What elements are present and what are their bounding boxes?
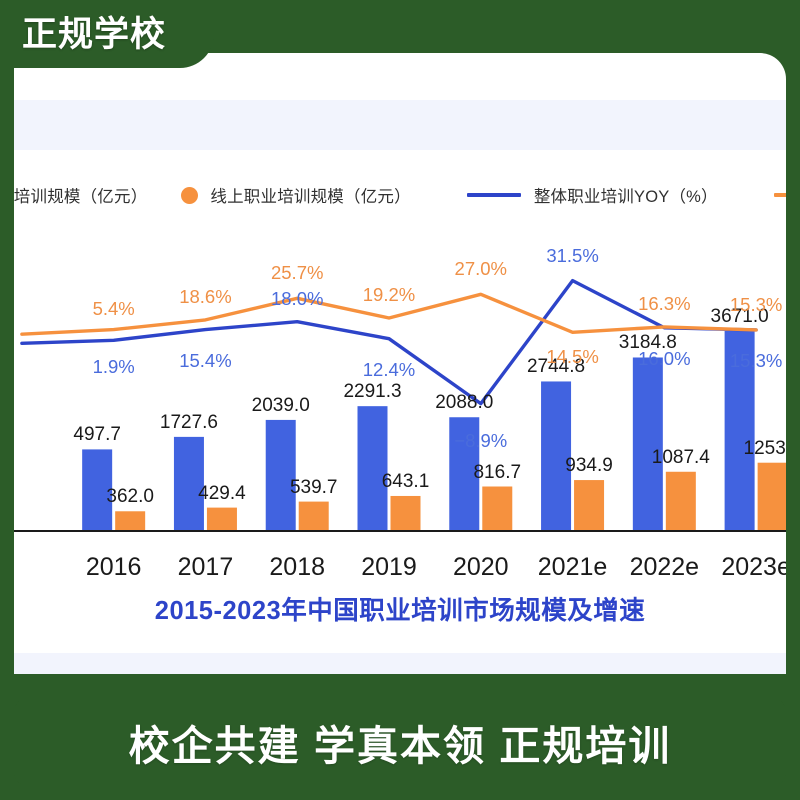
x-tick-2022e: 2022e	[629, 553, 700, 581]
line-label-online-2016: 5.4%	[92, 297, 135, 319]
line-label-online-2021e: 14.5%	[546, 346, 599, 368]
bar-label-online-2022e: 1087.4	[651, 446, 710, 468]
bar-overall-2017	[173, 436, 204, 531]
legend-dot-orange-icon	[181, 186, 199, 204]
legend-item-overall-yoy[interactable]: 整体职业培训YOY（%）	[466, 183, 718, 207]
line-label-overall-2022e: 16.0%	[638, 347, 691, 369]
decor-band-top	[14, 100, 786, 150]
bar-overall-2016	[82, 449, 113, 531]
x-tick-2016: 2016	[85, 553, 142, 581]
bar-label-overall-2021e: 2744.8	[526, 356, 586, 378]
bar-online-2022e	[665, 471, 696, 531]
bar-label-online-2018: 539.7	[289, 476, 338, 498]
line-label-overall-2021e: 31.5%	[546, 244, 599, 266]
line-online-yoy	[20, 292, 758, 336]
bar-label-overall-2019: 2291.3	[343, 381, 402, 403]
legend-item-online-scale[interactable]: 线上职业培训规模（亿元）	[181, 183, 411, 207]
line-label-overall-2017: 15.4%	[179, 349, 232, 371]
line-label-online-2019: 19.2%	[362, 284, 416, 306]
line-label-overall-2019: 12.4%	[362, 358, 416, 380]
bar-label-overall-2018: 2039.0	[251, 394, 310, 416]
chart-title: 2015-2023年中国职业培训市场规模及增速	[154, 597, 646, 625]
x-tick-2021e: 2021e	[537, 553, 608, 581]
chart-plot-area: 497.7 362.0 1727.6 429.4 2039.0 539.7 2291.3 64…	[14, 213, 786, 573]
bar-label-overall-2016: 497.7	[73, 424, 121, 446]
bar-online-2019	[390, 495, 421, 531]
line-label-online-2023e: 15.3%	[729, 293, 783, 315]
line-label-overall-2020: −8.9%	[454, 429, 508, 451]
bar-label-online-2016: 362.0	[106, 486, 154, 508]
legend-label-overall-scale: 整体职业培训规模（亿元）	[14, 188, 148, 206]
legend-label-overall-yoy: 整体职业培训YOY（%）	[533, 188, 718, 206]
chart-figure: 整体职业培训规模（亿元） 线上职业培训规模（亿元） 整体职业培训YOY（%） 线…	[14, 53, 786, 674]
bar-label-online-2021e: 934.9	[565, 455, 613, 477]
legend-item-overall-scale[interactable]: 整体职业培训规模（亿元）	[14, 183, 147, 207]
bar-overall-2021e	[541, 381, 572, 531]
bar-overall-2023e	[724, 331, 755, 531]
bar-label-overall-2022e: 3184.8	[618, 332, 677, 354]
bar-online-2016	[115, 511, 146, 531]
line-label-online-2017: 18.6%	[179, 285, 232, 307]
x-tick-2020: 2020	[452, 553, 509, 581]
line-label-online-2022e: 16.3%	[638, 292, 691, 314]
bar-online-2020	[482, 486, 513, 531]
bar-online-2018	[298, 501, 329, 531]
line-label-overall-2016: 1.9%	[92, 356, 135, 378]
line-label-online-2020: 27.0%	[454, 258, 507, 280]
chart-legend: 整体职业培训规模（亿元） 线上职业培训规模（亿元） 整体职业培训YOY（%） 线…	[14, 180, 786, 210]
line-label-overall-2023e: 15.3%	[729, 349, 783, 371]
brand-ribbon-label: 正规学校	[22, 14, 167, 54]
bar-online-2017	[206, 507, 237, 531]
line-label-online-2018: 25.7%	[270, 262, 324, 284]
bottom-slogan-text: 校企共建 学真本领 正规培训	[128, 723, 672, 769]
chart-svg	[14, 278, 786, 532]
bar-overall-2019	[357, 406, 388, 531]
line-label-overall-2018: 18.0%	[270, 287, 324, 309]
legend-line-orange-icon	[773, 193, 786, 197]
bar-online-2021e	[574, 480, 605, 531]
bar-overall-2022e	[632, 357, 663, 531]
legend-label-online-scale: 线上职业培训规模（亿元）	[210, 188, 411, 206]
x-tick-2017: 2017	[177, 553, 234, 581]
bottom-slogan-banner: 校企共建 学真本领 正规培训	[14, 698, 786, 786]
chart-x-axis: 2016 2017 2018 2019 2020 2021e 2022e 2023e	[14, 553, 786, 593]
line-overall-yoy	[20, 278, 758, 406]
bar-label-overall-2020: 2088.0	[435, 392, 494, 414]
decor-band-bottom	[14, 653, 786, 674]
x-tick-2019: 2019	[361, 553, 417, 581]
bar-label-online-2017: 429.4	[198, 482, 246, 504]
bar-label-online-2023e: 1253.6	[743, 437, 786, 459]
x-tick-2018: 2018	[269, 553, 326, 581]
legend-item-online-yoy[interactable]: 线上职业培训YOY（%）	[773, 183, 786, 207]
bar-overall-2020	[449, 417, 480, 531]
legend-line-blue-icon	[466, 193, 521, 197]
x-tick-2023e: 2023e	[721, 553, 786, 581]
bar-online-2023e	[757, 462, 786, 531]
brand-ribbon: 正规学校	[0, 0, 214, 68]
bar-overall-2018	[265, 419, 296, 531]
bar-label-online-2019: 643.1	[381, 470, 430, 492]
bar-label-overall-2017: 1727.6	[159, 411, 218, 433]
bar-label-overall-2023e: 3671.0	[710, 306, 769, 327]
bar-label-online-2020: 816.7	[473, 461, 522, 483]
